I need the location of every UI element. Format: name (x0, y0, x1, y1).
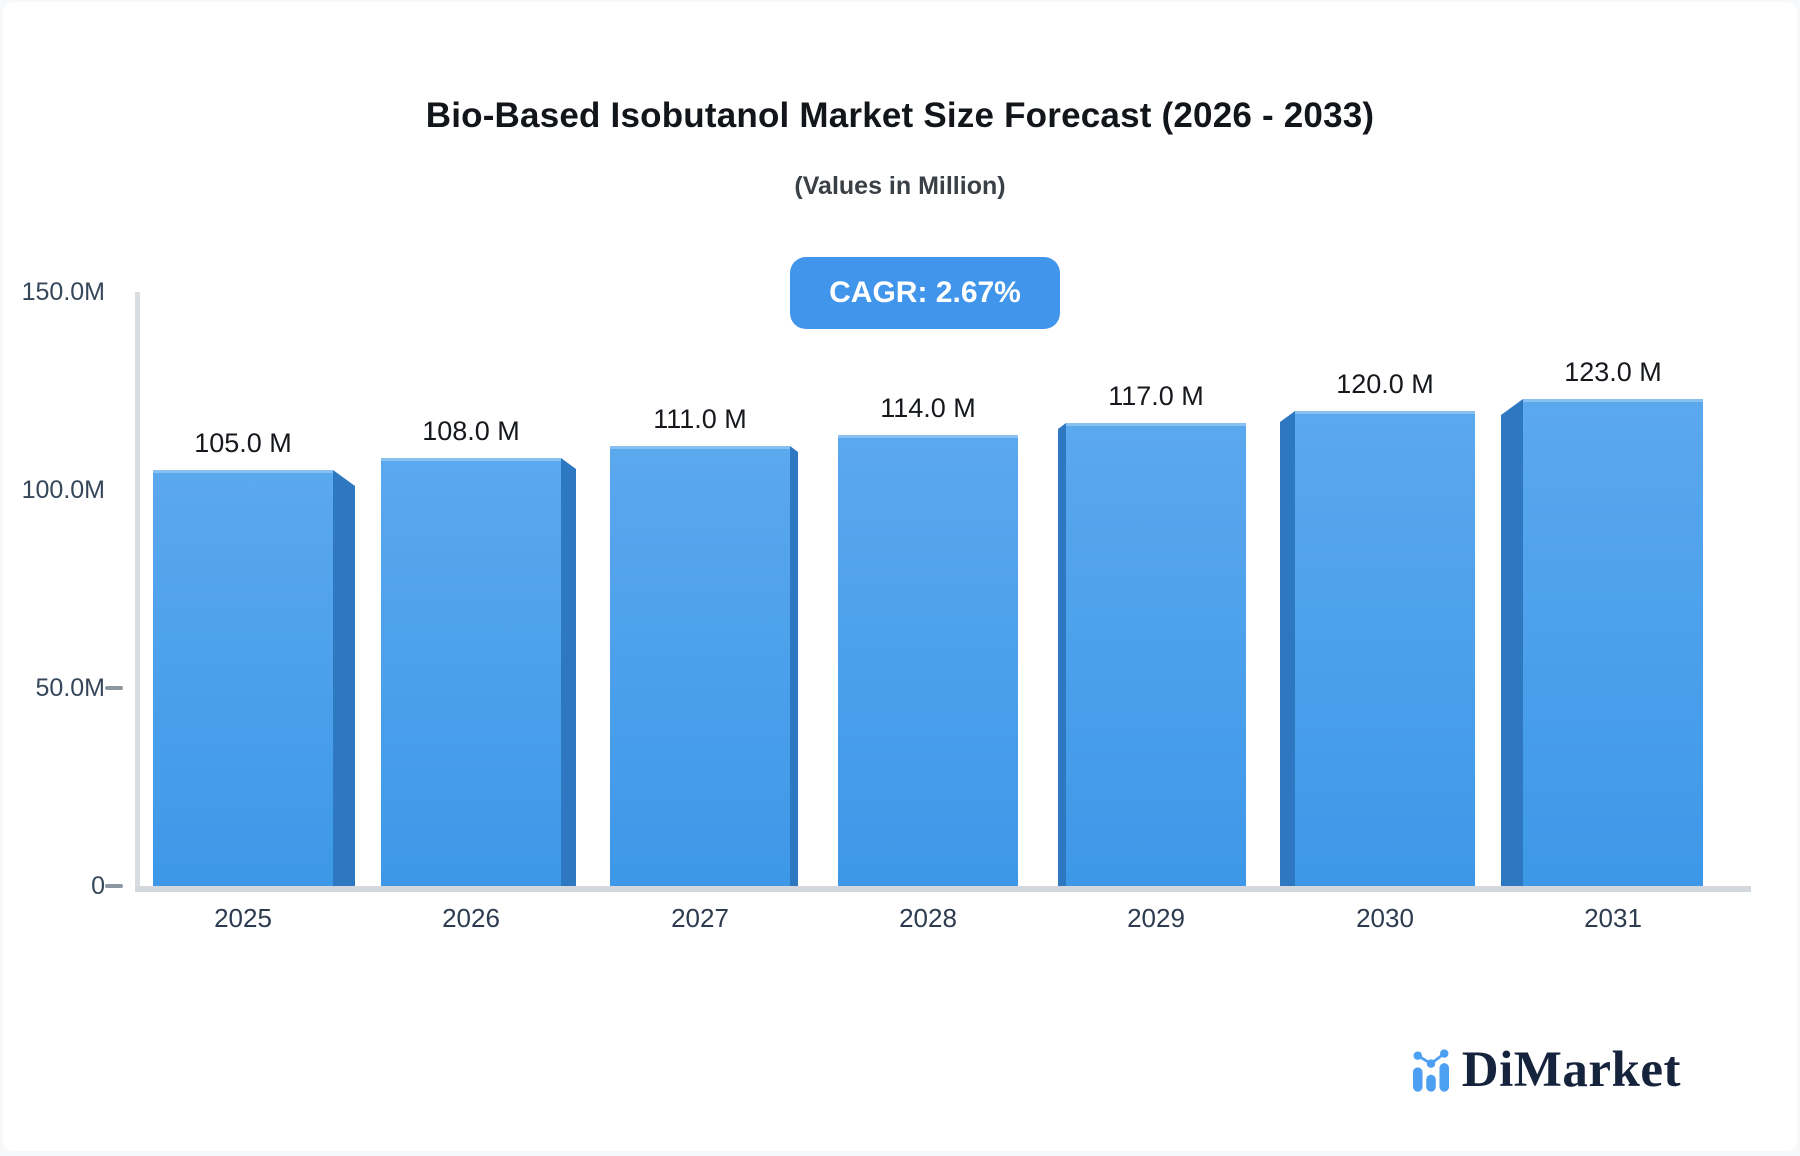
bar-3d-side (790, 446, 798, 886)
y-tick-mark (105, 884, 123, 888)
y-tick-label: 100.0M (21, 476, 105, 504)
bar-chart-logo-icon (1412, 1048, 1449, 1092)
bar-value-label: 120.0 M (1336, 369, 1434, 399)
cagr-badge-label: CAGR: 2.67% (829, 276, 1021, 309)
y-tick-label: 50.0M (35, 674, 105, 702)
bar-2031 (1523, 399, 1703, 886)
x-axis-label: 2025 (214, 903, 272, 933)
chart-title: Bio-Based Isobutanol Market Size Forecas… (425, 96, 1375, 135)
bar-3d-side (333, 470, 355, 886)
bar-2027 (610, 446, 790, 886)
y-tick-label: 150.0M (21, 278, 105, 306)
bar-3d-side (1280, 411, 1295, 886)
x-axis-label: 2026 (442, 903, 500, 933)
y-axis-line (135, 292, 140, 888)
bar-2026 (381, 458, 561, 886)
y-tick-mark (105, 686, 123, 690)
bar-3d-side (1501, 399, 1523, 886)
bar-value-label: 117.0 M (1108, 381, 1204, 411)
bar-value-label: 105.0 M (194, 428, 292, 458)
bar-3d-side (561, 458, 576, 886)
bar-3d-side (1058, 423, 1066, 886)
dimarket-logo-text: DiMarket (1461, 1042, 1681, 1098)
cagr-badge: CAGR: 2.67% (790, 257, 1060, 329)
y-tick-label: 0 (91, 872, 105, 900)
bar-2029 (1066, 423, 1246, 886)
chart-subtitle: (Values in Million) (794, 172, 1006, 200)
bar-2028 (838, 435, 1018, 886)
chart-card: Bio-Based Isobutanol Market Size Forecas… (3, 2, 1797, 1151)
market-size-bar-chart: 150.0M 100.0M 50.0M 0 105.0 M 2025 108.0 M 2026… (3, 2, 1800, 1156)
x-axis-baseline (135, 886, 1751, 892)
bar-value-label: 123.0 M (1564, 357, 1662, 387)
bar-2025 (153, 470, 333, 886)
bar-2030 (1295, 411, 1475, 886)
x-axis-label: 2027 (671, 903, 729, 933)
bar-value-label: 111.0 M (653, 404, 747, 434)
bar-value-label: 108.0 M (422, 416, 520, 446)
x-axis-label: 2029 (1127, 903, 1185, 933)
dimarket-logo: DiMarket (1412, 1042, 1681, 1098)
x-axis-label: 2028 (899, 903, 957, 933)
bar-value-label: 114.0 M (880, 393, 976, 423)
x-axis-label: 2030 (1356, 903, 1414, 933)
x-axis-label: 2031 (1584, 903, 1642, 933)
